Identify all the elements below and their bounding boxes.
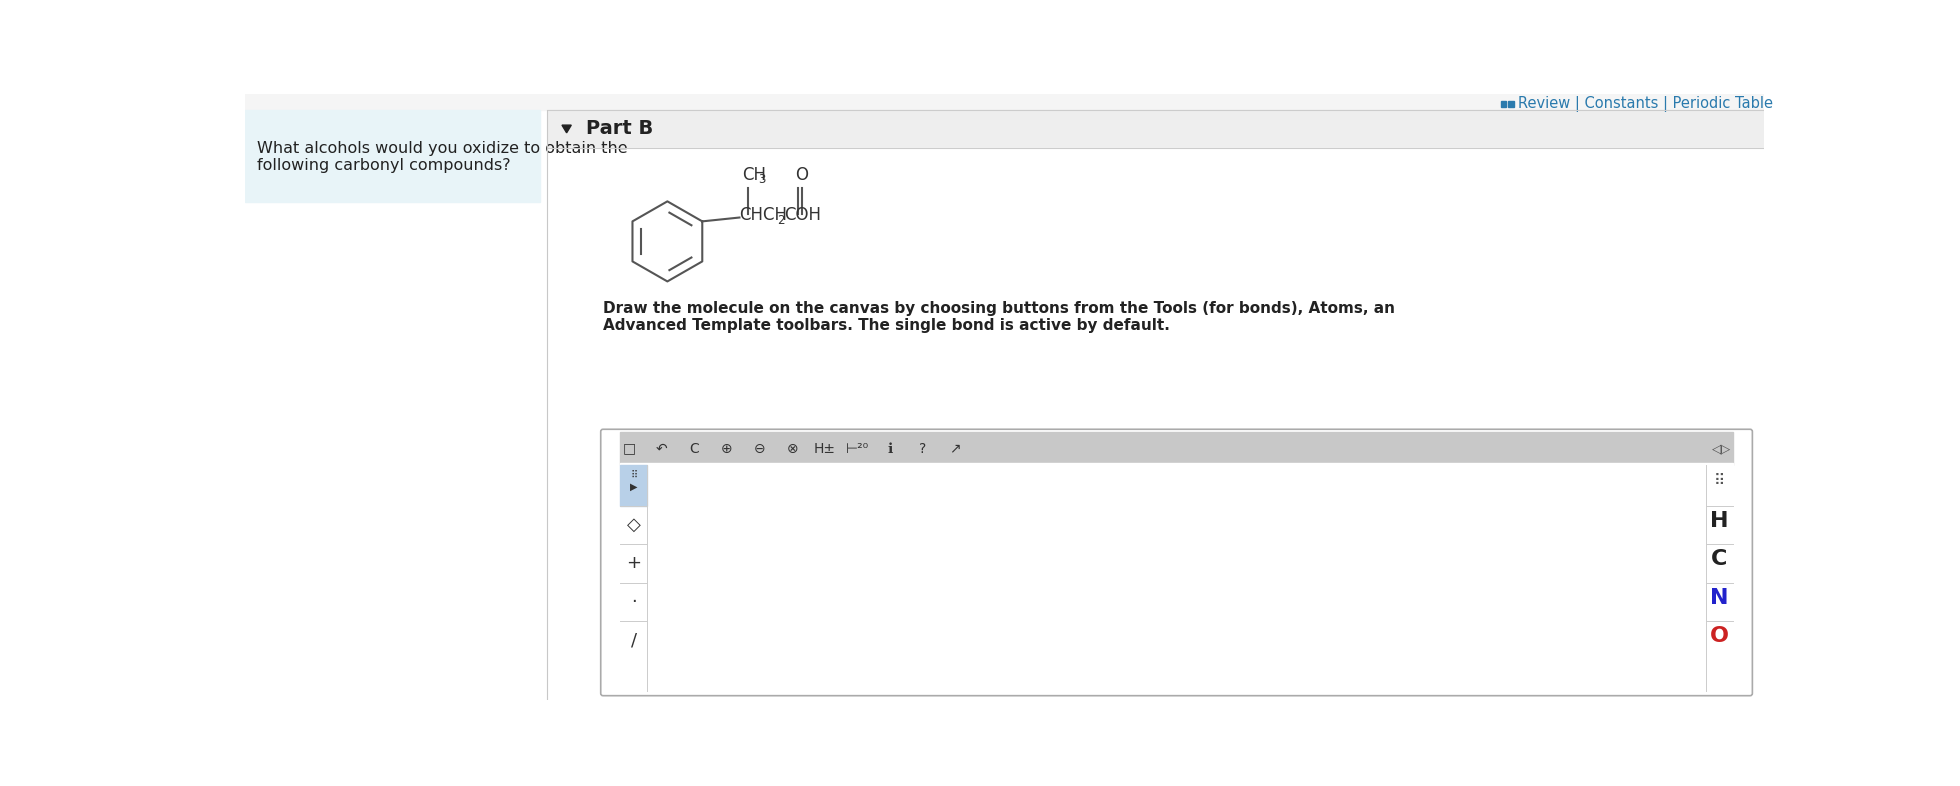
Text: ·: · — [631, 593, 637, 611]
Bar — [1501, 101, 1505, 107]
Bar — [619, 432, 1733, 465]
Text: ℹ: ℹ — [888, 442, 892, 456]
Text: C: C — [690, 442, 700, 456]
Text: ⊖: ⊖ — [755, 442, 766, 456]
Bar — [1509, 101, 1513, 107]
Text: O: O — [1709, 626, 1729, 646]
Text: COH: COH — [784, 206, 821, 224]
Text: C: C — [1711, 549, 1727, 569]
Text: ⠿: ⠿ — [1713, 473, 1725, 488]
Text: ⊗: ⊗ — [786, 442, 798, 456]
Text: H: H — [1711, 511, 1729, 531]
Text: ⊢²⁰: ⊢²⁰ — [845, 442, 868, 456]
Bar — [549, 149, 1764, 700]
Text: 3: 3 — [759, 173, 766, 186]
Text: CHCH: CHCH — [739, 206, 788, 224]
Bar — [619, 465, 647, 505]
Text: Draw the molecule on the canvas by choosing buttons from the Tools (for bonds), : Draw the molecule on the canvas by choos… — [604, 301, 1396, 316]
Bar — [619, 463, 1733, 691]
Text: 2: 2 — [776, 214, 784, 226]
Text: Part B: Part B — [586, 119, 653, 138]
Bar — [549, 110, 1764, 149]
Text: ◁▷: ◁▷ — [1711, 442, 1731, 455]
Text: ↗: ↗ — [949, 442, 960, 456]
Polygon shape — [563, 125, 570, 133]
Bar — [245, 94, 1764, 110]
Text: following carbonyl compounds?: following carbonyl compounds? — [257, 158, 510, 173]
Text: ⠿
▶: ⠿ ▶ — [629, 470, 637, 492]
Text: □: □ — [623, 442, 635, 456]
Text: +: + — [625, 554, 641, 572]
Text: ⊕: ⊕ — [721, 442, 733, 456]
Text: Advanced Template toolbars. The single bond is active by default.: Advanced Template toolbars. The single b… — [604, 318, 1170, 332]
Text: ↶: ↶ — [657, 442, 668, 456]
Text: N: N — [1711, 588, 1729, 608]
Text: O: O — [796, 166, 808, 184]
Text: Review | Constants | Periodic Table: Review | Constants | Periodic Table — [1517, 96, 1772, 112]
Text: /: / — [631, 631, 637, 649]
Text: CH: CH — [743, 166, 766, 184]
Text: What alcohols would you oxidize to obtain the: What alcohols would you oxidize to obtai… — [257, 141, 627, 156]
FancyBboxPatch shape — [600, 429, 1752, 696]
Text: ?: ? — [919, 442, 925, 456]
Bar — [245, 110, 539, 202]
Text: ◇: ◇ — [627, 516, 641, 534]
Text: H±: H± — [813, 442, 835, 456]
